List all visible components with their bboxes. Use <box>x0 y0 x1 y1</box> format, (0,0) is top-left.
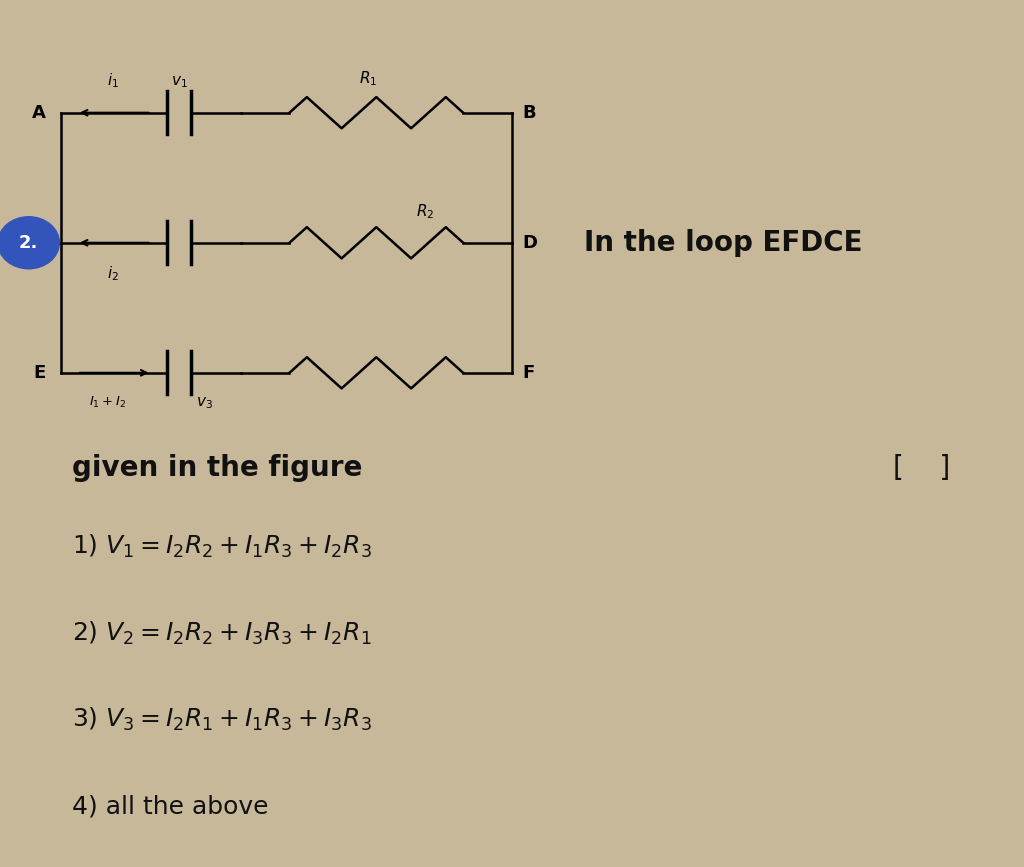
Text: A: A <box>32 104 46 121</box>
Text: $v_3$: $v_3$ <box>197 395 213 411</box>
Text: $i_1$: $i_1$ <box>106 71 119 90</box>
Text: $i_2$: $i_2$ <box>106 264 119 284</box>
Text: In the loop EFDCE: In the loop EFDCE <box>584 229 862 257</box>
Text: F: F <box>522 364 535 381</box>
Text: 2.: 2. <box>19 234 38 251</box>
Text: $v_1$: $v_1$ <box>171 75 187 90</box>
Text: B: B <box>522 104 536 121</box>
Text: $R_2$: $R_2$ <box>416 202 434 221</box>
Text: given in the figure: given in the figure <box>72 454 362 482</box>
Text: E: E <box>34 364 46 381</box>
Text: 3) $V_3 = I_2R_1 + I_1R_3 + I_3R_3$: 3) $V_3 = I_2R_1 + I_1R_3 + I_3R_3$ <box>72 706 372 733</box>
Text: 4) all the above: 4) all the above <box>72 794 268 818</box>
Text: C: C <box>33 234 46 251</box>
Text: [    ]: [ ] <box>893 454 950 482</box>
Text: $I_1 + I_2$: $I_1 + I_2$ <box>89 395 126 410</box>
Text: $R_1$: $R_1$ <box>359 69 378 88</box>
Text: 2) $V_2 = I_2R_2 + I_3R_3 + I_2R_1$: 2) $V_2 = I_2R_2 + I_3R_3 + I_2R_1$ <box>72 619 371 647</box>
Circle shape <box>0 217 59 269</box>
Text: 1) $V_1 = I_2R_2 + I_1R_3 + I_2R_3$: 1) $V_1 = I_2R_2 + I_1R_3 + I_2R_3$ <box>72 532 372 560</box>
Text: D: D <box>522 234 538 251</box>
